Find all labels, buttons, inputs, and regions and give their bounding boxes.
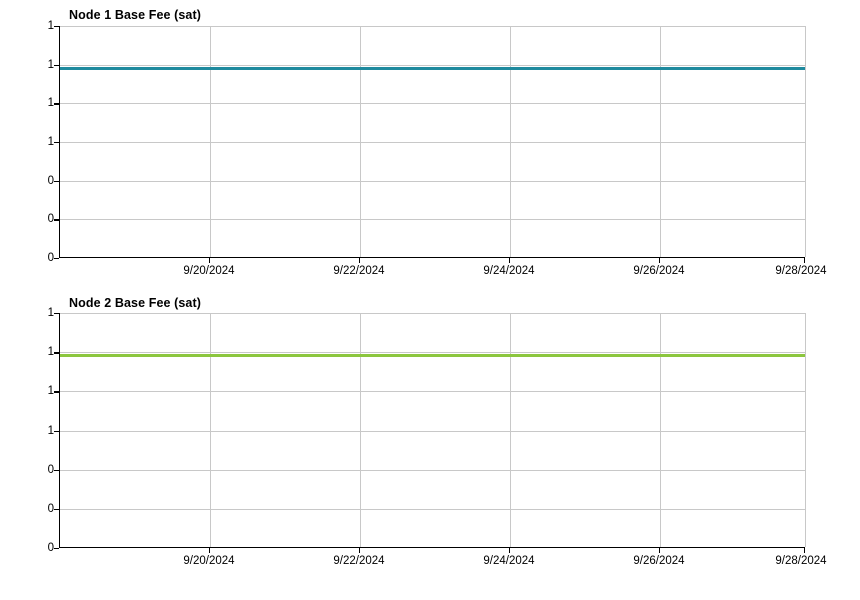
- y-tick-mark: [54, 313, 59, 315]
- gridline-vertical: [510, 26, 511, 257]
- gridline-vertical: [660, 26, 661, 257]
- y-tick-label: 1: [47, 385, 54, 398]
- gridline-horizontal: [60, 142, 805, 143]
- chart-title-node2: Node 2 Base Fee (sat): [69, 296, 202, 310]
- y-tick-mark: [54, 548, 59, 550]
- y-tick-label: 1: [47, 424, 54, 437]
- gridline-vertical: [805, 26, 806, 257]
- gridline-horizontal: [60, 508, 805, 510]
- x-tick-mark: [209, 548, 211, 553]
- x-tick-label: 9/26/2024: [633, 555, 685, 567]
- y-tick-mark: [54, 103, 59, 105]
- y-tick-mark: [54, 258, 59, 260]
- y-tick-label: 1: [47, 307, 54, 319]
- y-tick-mark: [54, 219, 59, 221]
- x-tick-label: 9/28/2024: [775, 265, 827, 277]
- plot-area-node2: [59, 313, 806, 548]
- y-tick-label: 0: [47, 174, 54, 187]
- x-tick-mark: [804, 548, 806, 553]
- gridline-horizontal: [60, 64, 805, 66]
- y-tick-label: 0: [47, 542, 54, 554]
- gridline-vertical: [660, 313, 661, 547]
- gridline-horizontal: [60, 313, 805, 314]
- gridline-horizontal: [60, 180, 805, 182]
- y-tick-label: 0: [47, 463, 54, 476]
- x-tick-mark: [659, 548, 661, 553]
- x-tick-mark: [359, 548, 361, 553]
- y-tick-mark: [54, 352, 59, 354]
- series-line-node1: [60, 66, 805, 70]
- y-tick-mark: [54, 430, 59, 432]
- series-line-node2: [60, 354, 805, 357]
- gridline-vertical: [360, 26, 361, 257]
- gridline-horizontal: [60, 430, 805, 432]
- gridline-horizontal: [60, 219, 805, 221]
- gridline-horizontal: [60, 469, 805, 471]
- chart-panel-node2: Node 2 Base Fee (sat) 1 1 1 1 0 0 0: [0, 288, 860, 588]
- x-tick-label: 9/22/2024: [333, 555, 385, 567]
- gridline-vertical: [360, 313, 361, 547]
- x-tick-mark: [804, 258, 806, 263]
- gridline-horizontal: [60, 352, 805, 354]
- chart-panel-node1: Node 1 Base Fee (sat) 1 1 1 1 0 0 0: [0, 0, 860, 290]
- gridline-horizontal: [60, 26, 805, 27]
- chart-title-node1: Node 1 Base Fee (sat): [69, 8, 202, 22]
- x-tick-label: 9/28/2024: [775, 555, 827, 567]
- x-tick-label: 9/20/2024: [183, 265, 235, 277]
- y-tick-label: 1: [47, 20, 54, 32]
- gridline-vertical: [210, 313, 211, 547]
- y-tick-label: 1: [47, 58, 54, 71]
- y-tick-mark: [54, 26, 59, 28]
- x-tick-mark: [659, 258, 661, 263]
- y-tick-mark: [54, 64, 59, 67]
- y-tick-label: 1: [47, 136, 54, 148]
- y-tick-label: 1: [47, 346, 54, 359]
- x-tick-mark: [209, 258, 211, 263]
- y-tick-mark: [54, 469, 59, 472]
- x-tick-label: 9/24/2024: [483, 265, 535, 277]
- x-tick-label: 9/22/2024: [333, 265, 385, 277]
- gridline-vertical: [805, 313, 806, 547]
- x-tick-label: 9/20/2024: [183, 555, 235, 567]
- gridline-horizontal: [60, 391, 805, 393]
- y-tick-label: 0: [47, 252, 54, 264]
- gridline-horizontal: [60, 103, 805, 105]
- y-tick-label: 1: [47, 97, 54, 110]
- x-tick-mark: [509, 548, 511, 553]
- x-tick-mark: [359, 258, 361, 263]
- plot-area-node1: [59, 26, 806, 258]
- y-tick-label: 0: [47, 502, 54, 515]
- x-tick-label: 9/24/2024: [483, 555, 535, 567]
- y-tick-mark: [54, 391, 59, 393]
- x-tick-mark: [509, 258, 511, 263]
- y-tick-mark: [54, 142, 59, 144]
- gridline-vertical: [210, 26, 211, 257]
- x-tick-label: 9/26/2024: [633, 265, 685, 277]
- gridline-vertical: [510, 313, 511, 547]
- y-tick-mark: [54, 508, 59, 511]
- y-tick-label: 0: [47, 213, 54, 226]
- y-tick-mark: [54, 180, 59, 183]
